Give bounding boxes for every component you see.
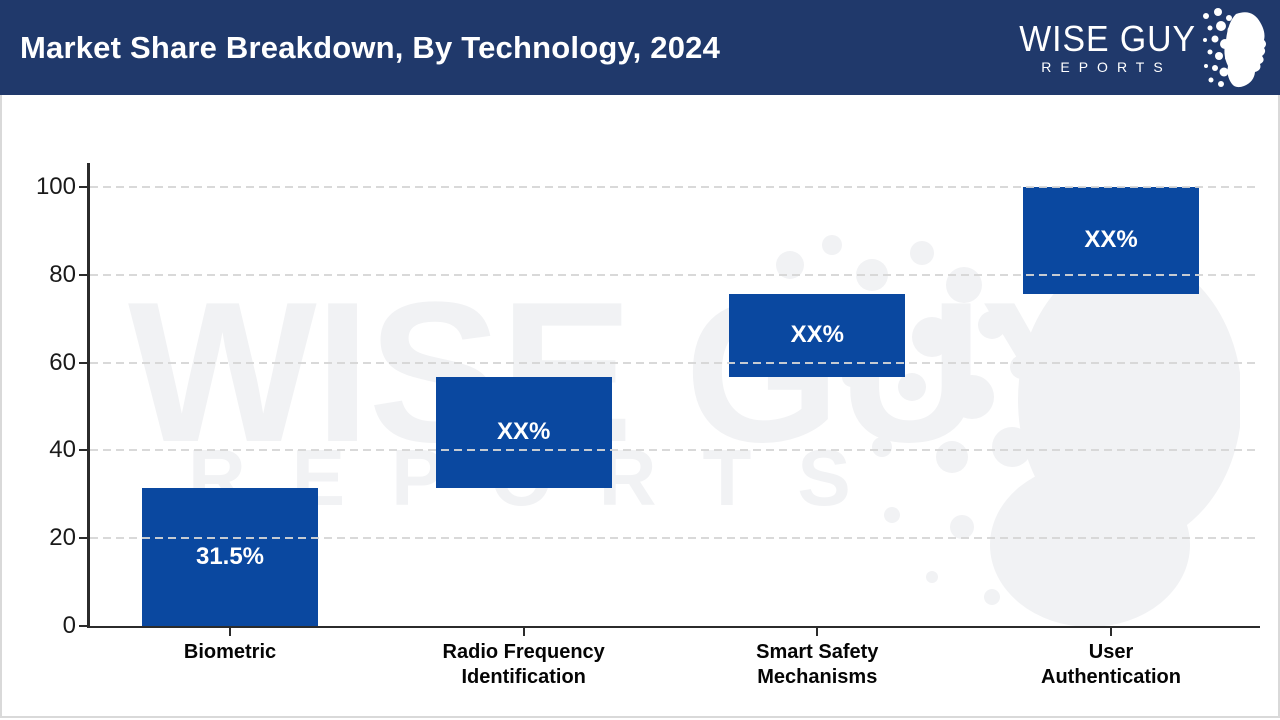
y-tick-label-60: 60	[49, 348, 76, 376]
y-tick-mark-0	[79, 625, 87, 627]
x-tick-mark	[816, 628, 819, 636]
bar-segment	[1023, 187, 1199, 294]
gridline-100	[90, 186, 1258, 188]
header-banner: Market Share Breakdown, By Technology, 2…	[0, 0, 1280, 95]
x-tick-mark	[229, 628, 231, 636]
y-tick-mark-20	[79, 537, 87, 540]
x-tick-mark	[522, 628, 525, 636]
bar-segment	[435, 376, 612, 488]
y-tick-mark-80	[79, 273, 87, 276]
bar-value-label: XX%	[1084, 226, 1138, 254]
y-tick-mark-40	[79, 449, 87, 452]
y-tick-label-40: 40	[49, 436, 76, 464]
x-category-label: Biometric	[183, 641, 277, 663]
brand-logo: WISE GUY REPORTS	[1008, 0, 1270, 95]
x-category-label: User Authentication	[1041, 641, 1181, 688]
y-tick-mark-100	[79, 186, 87, 188]
gridline-60	[90, 361, 1258, 364]
gridline-80	[90, 273, 1258, 276]
watermark-face-icon	[776, 235, 1240, 627]
bar-segment	[142, 487, 318, 626]
brand-logo-text: WISE GUY REPORTS	[1008, 18, 1196, 76]
bar-value-label: XX%	[497, 418, 551, 446]
x-category-label: Radio Frequency Identification	[442, 641, 605, 688]
page-title: Market Share Breakdown, By Technology, 2…	[20, 29, 721, 65]
bar-value-label: XX%	[790, 321, 844, 349]
y-axis-spine	[87, 163, 90, 628]
y-tick-label-20: 20	[49, 524, 76, 552]
bar-value-label: 31.5%	[195, 542, 265, 570]
y-tick-label-100: 100	[35, 173, 76, 200]
y-tick-mark-60	[79, 361, 87, 364]
brand-subname: REPORTS	[1041, 59, 1172, 75]
x-tick-mark	[1110, 628, 1112, 636]
brand-name: WISE GUY	[1019, 18, 1196, 59]
gridline-20	[90, 537, 1258, 540]
brand-face-icon	[1203, 7, 1266, 87]
chart-frame-border	[0, 95, 1280, 718]
y-tick-label-80: 80	[49, 260, 76, 288]
x-category-label: Smart Safety Mechanisms	[756, 641, 879, 688]
gridline-40	[90, 449, 1258, 452]
y-tick-label-0: 0	[62, 612, 76, 639]
x-axis-line	[87, 625, 1260, 628]
